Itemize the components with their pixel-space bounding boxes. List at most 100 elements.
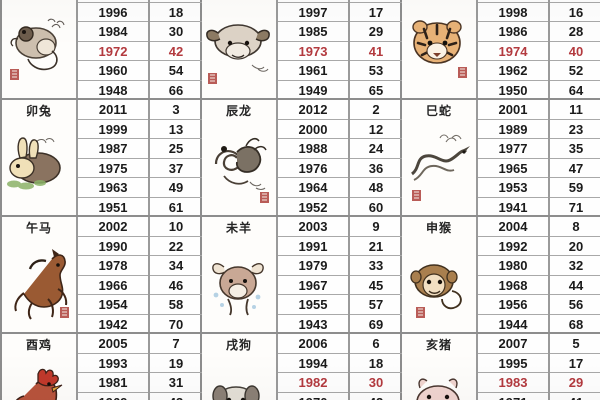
year-cell: 2008 [78,0,148,3]
age-cell: 59 [550,178,600,198]
zodiac-block: 寅虎20101998198619741962195020014162840526… [402,0,600,120]
zodiac-animal-cell: 巳蛇 [402,100,478,237]
year-cell: 1975 [78,159,148,178]
zodiac-animal-cell: 戌狗 [202,334,278,400]
year-cell: 2010 [478,0,548,3]
zodiac-name-label: 辰龙 [225,104,252,118]
age-cell: 5 [550,334,600,354]
monkey-illustration [402,233,476,327]
zodiac-block: 子鼠20081996198419721960194820116183042546… [2,0,202,120]
age-cell: 29 [350,22,402,42]
year-cell: 1954 [78,295,148,315]
year-cell: 2003 [278,217,348,237]
age-cell: 16 [550,3,600,22]
age-cell: 11 [550,100,600,120]
year-cell: 1963 [78,178,148,198]
age-cell: 9 [350,217,402,237]
age-cell: 40 [550,42,600,61]
year-cell: 1998 [478,3,548,22]
year-column: 2010199819861974196219502001 [478,0,550,120]
age-cell: 33 [350,256,402,276]
age-cell: 5 [350,0,402,3]
year-cell: 1972 [78,42,148,61]
age-cell: 29 [550,373,600,393]
zodiac-block: 亥猪20071995198319711959194720105172941536… [402,332,600,400]
age-column: 3132537496110 [150,100,202,237]
zodiac-name-label: 酉鸡 [25,338,52,352]
age-cell: 53 [350,61,402,81]
year-cell: 1981 [78,373,148,393]
age-cell: 25 [150,139,202,159]
age-cell: 30 [350,373,402,393]
age-cell: 18 [350,354,402,373]
year-cell: 2004 [478,217,548,237]
year-cell: 1983 [478,373,548,393]
year-cell: 1978 [78,256,148,276]
age-cell: 18 [150,3,202,22]
age-cell: 41 [550,393,600,400]
year-cell: 1986 [478,22,548,42]
zodiac-block: 丑牛20091997198519731961194920125172941536… [202,0,402,120]
zodiac-name-label: 子鼠 [26,0,52,1]
year-cell: 1971 [478,393,548,400]
pig-illustration [402,350,476,400]
age-cell: 4 [550,0,600,3]
year-cell: 2007 [478,334,548,354]
year-cell: 1989 [478,120,548,139]
zodiac-block: 午马20021990197819661954194220051022344658… [2,215,202,354]
year-cell: 1987 [78,139,148,159]
age-cell: 52 [550,61,600,81]
year-cell: 1992 [478,237,548,256]
goat-illustration [202,233,276,327]
zodiac-animal-cell: 亥猪 [402,334,478,400]
year-cell: 1965 [478,159,548,178]
age-column: 618304254663 [350,334,402,400]
year-cell: 2009 [278,0,348,3]
year-cell: 2011 [78,100,148,120]
dog-illustration [202,350,276,400]
year-cell: 1964 [278,178,348,198]
year-cell: 1953 [478,178,548,198]
age-cell: 13 [150,120,202,139]
year-cell: 1996 [78,3,148,22]
year-cell: 2012 [278,100,348,120]
year-column: 2007199519831971195919472010 [478,334,550,400]
age-cell: 41 [350,42,402,61]
year-cell: 1980 [478,256,548,276]
zodiac-name-label: 未羊 [225,221,252,235]
age-cell: 42 [150,42,202,61]
age-cell: 21 [350,237,402,256]
zodiac-animal-cell: 午马 [2,217,78,354]
age-cell: 17 [550,354,600,373]
zodiac-block: 卯兔20111999198719751963195120023132537496… [2,98,202,237]
zodiac-animal-cell: 卯兔 [2,100,78,237]
age-cell: 6 [350,334,402,354]
year-cell: 1956 [478,295,548,315]
age-cell: 48 [350,178,402,198]
age-cell: 17 [350,3,402,22]
age-cell: 56 [550,295,600,315]
rooster-illustration [2,350,76,400]
age-cell: 45 [350,276,402,295]
year-cell: 2001 [478,100,548,120]
age-cell: 12 [350,120,402,139]
zodiac-block: 未羊 2003199119791967195519432006921334557 6… [202,215,402,354]
year-cell: 1991 [278,237,348,256]
year-cell: 1960 [78,61,148,81]
rat-illustration [2,0,76,93]
age-column: 517294153652 [550,334,600,400]
year-cell: 1955 [278,295,348,315]
rabbit-illustration [2,116,76,210]
zodiac-animal-cell: 申猴 [402,217,478,354]
age-column: 517294153652 [350,0,402,120]
age-cell: 37 [150,159,202,178]
year-cell: 2002 [78,217,148,237]
age-cell: 32 [550,256,600,276]
age-cell: 2 [350,100,402,120]
age-cell: 23 [550,120,600,139]
zodiac-animal-cell: 酉鸡 [2,334,78,400]
zodiac-name-label: 卯兔 [25,104,52,118]
year-cell: 2006 [278,334,348,354]
